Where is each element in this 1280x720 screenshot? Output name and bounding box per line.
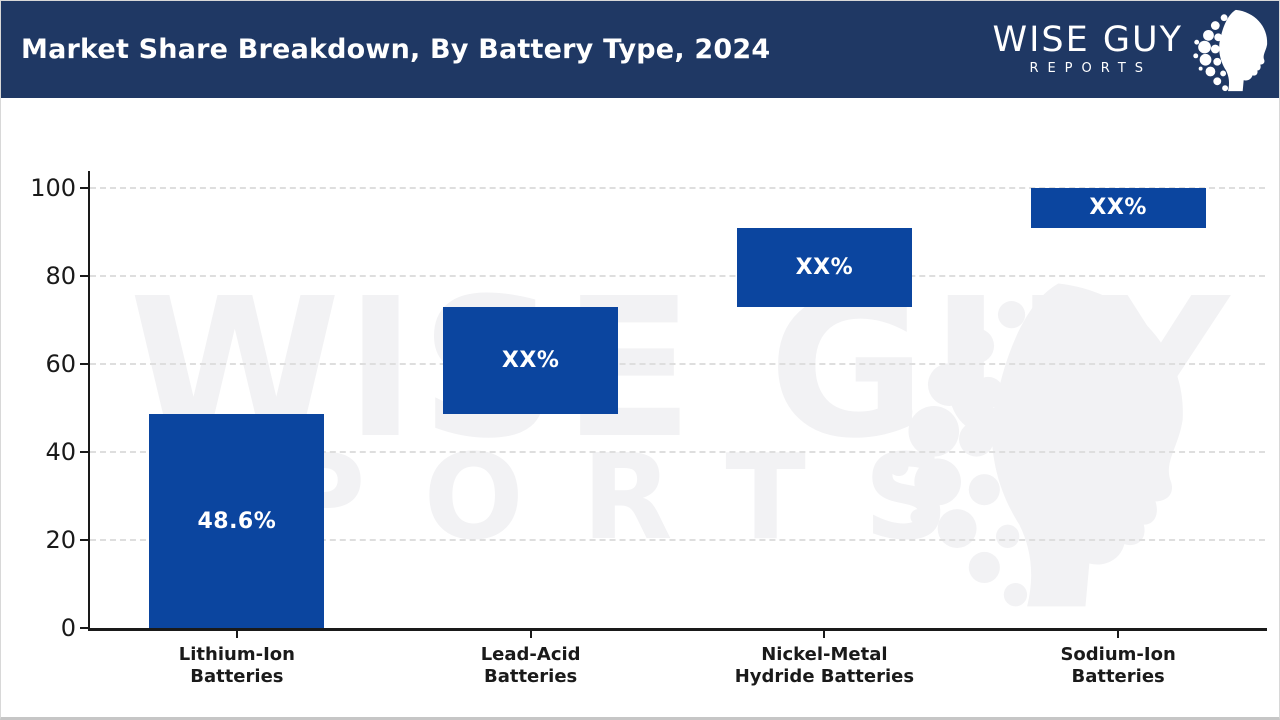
y-tick-mark: [80, 539, 88, 541]
x-axis-line: [88, 628, 1267, 631]
bar-segment[interactable]: XX%: [736, 227, 912, 307]
bar-value-label: XX%: [1089, 195, 1147, 221]
wiseguy-logo: WISE GUY REPORTS: [992, 5, 1279, 95]
y-tick-mark: [80, 451, 88, 453]
bar-segment[interactable]: XX%: [443, 306, 619, 415]
logo-text: WISE GUY REPORTS: [992, 20, 1183, 77]
y-gridline: [90, 363, 1265, 365]
y-gridline: [90, 539, 1265, 541]
x-tick-mark: [823, 631, 826, 638]
chart-title: Market Share Breakdown, By Battery Type,…: [21, 34, 771, 65]
logo-head-icon: [1193, 9, 1268, 91]
x-category-label: Lead-Acid Batteries: [480, 644, 581, 687]
y-tick-mark: [80, 275, 88, 277]
bar-value-label: 48.6%: [197, 508, 277, 534]
logo-subtitle: REPORTS: [1029, 61, 1153, 76]
x-tick-mark: [1117, 631, 1120, 638]
y-gridline: [90, 275, 1265, 277]
x-category-label: Sodium-Ion Batteries: [1060, 644, 1176, 687]
y-tick-mark: [80, 627, 88, 629]
x-tick-mark: [529, 631, 532, 638]
plot-area: 0 20 40 60 80 100 48.6% Lithium-Ion Batteries XX…: [1, 98, 1279, 717]
chart-canvas: WISE GUY PORTS 0 20 40 60 80 100 48.6% Lithium-…: [1, 98, 1279, 717]
y-tick-mark: [80, 187, 88, 189]
header-bar: Market Share Breakdown, By Battery Type,…: [1, 1, 1279, 98]
bar-segment[interactable]: 48.6%: [149, 414, 325, 628]
y-gridline: [90, 187, 1265, 189]
x-category-label: Lithium-Ion Batteries: [178, 644, 295, 687]
y-axis-line: [88, 171, 90, 630]
y-gridline: [90, 451, 1265, 453]
bar-segment[interactable]: XX%: [1030, 188, 1206, 228]
x-tick-mark: [235, 631, 238, 638]
y-tick-mark: [80, 363, 88, 365]
bar-value-label: XX%: [501, 347, 560, 373]
logo-wordmark: WISE GUY: [992, 20, 1183, 60]
x-category-label: Nickel-Metal Hydride Batteries: [734, 644, 915, 687]
bar-value-label: XX%: [795, 254, 854, 280]
